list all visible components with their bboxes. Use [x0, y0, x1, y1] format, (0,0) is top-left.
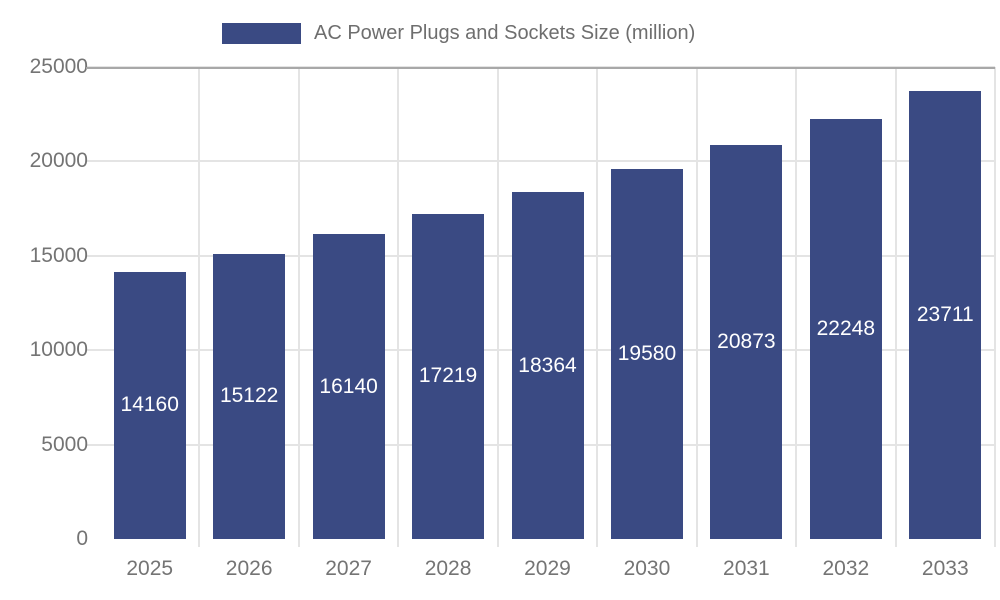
bar[interactable]: 19580 — [610, 169, 683, 539]
bar-value-label: 15122 — [219, 384, 279, 408]
x-gridline — [297, 67, 300, 547]
legend-swatch — [222, 23, 301, 44]
bar[interactable]: 17219 — [412, 213, 485, 539]
x-gridline — [596, 67, 599, 547]
bar[interactable]: 14160 — [113, 271, 186, 539]
y-tick-label: 10000 — [29, 338, 88, 362]
bar-value-label: 16140 — [319, 374, 378, 398]
y-tick-label: 15000 — [29, 243, 88, 267]
x-gridline — [695, 67, 698, 547]
y-tick-label: 0 — [76, 527, 88, 550]
bar-value-label: 22248 — [816, 316, 876, 340]
legend-label: AC Power Plugs and Sockets Size (million… — [314, 22, 696, 44]
x-tick-label: 2032 — [822, 557, 870, 580]
x-tick-label: 2029 — [524, 557, 571, 580]
bar[interactable]: 15122 — [213, 253, 286, 539]
x-gridline — [496, 67, 499, 547]
y-tick-label: 25000 — [29, 55, 88, 78]
x-gridline — [795, 67, 798, 547]
bar[interactable]: 16140 — [312, 234, 385, 539]
bar[interactable]: 23711 — [909, 91, 982, 539]
bar-value-label: 23711 — [916, 303, 974, 327]
y-gridline — [86, 160, 995, 163]
x-tick-label: 2027 — [325, 557, 372, 580]
bar-value-label: 18364 — [518, 353, 577, 377]
x-tick-label: 2026 — [225, 557, 273, 580]
legend[interactable]: AC Power Plugs and Sockets Size (million… — [222, 22, 695, 45]
bar-value-label: 20873 — [717, 329, 776, 353]
x-gridline — [397, 67, 400, 547]
x-tick-label: 2025 — [126, 557, 174, 580]
bar-value-label: 19580 — [617, 342, 677, 366]
plot-area: 14160 15122 16140 17219 18364 19580 20873 22248… — [86, 66, 996, 547]
bar[interactable]: 22248 — [809, 118, 882, 539]
bar[interactable]: 20873 — [710, 144, 783, 539]
x-gridline — [994, 67, 996, 547]
y-tick-label: 5000 — [41, 432, 88, 456]
x-tick-label: 2028 — [424, 557, 472, 580]
x-tick-label: 2031 — [723, 557, 770, 580]
bar[interactable]: 18364 — [511, 192, 584, 539]
x-gridline — [894, 67, 897, 547]
y-tick-label: 20000 — [29, 149, 88, 173]
x-axis-line — [86, 67, 995, 69]
bar-value-label: 14160 — [120, 393, 179, 417]
x-tick-label: 2030 — [623, 557, 671, 580]
x-gridline — [198, 67, 201, 547]
x-tick-label: 2033 — [921, 557, 969, 580]
bar-value-label: 17219 — [418, 364, 478, 388]
